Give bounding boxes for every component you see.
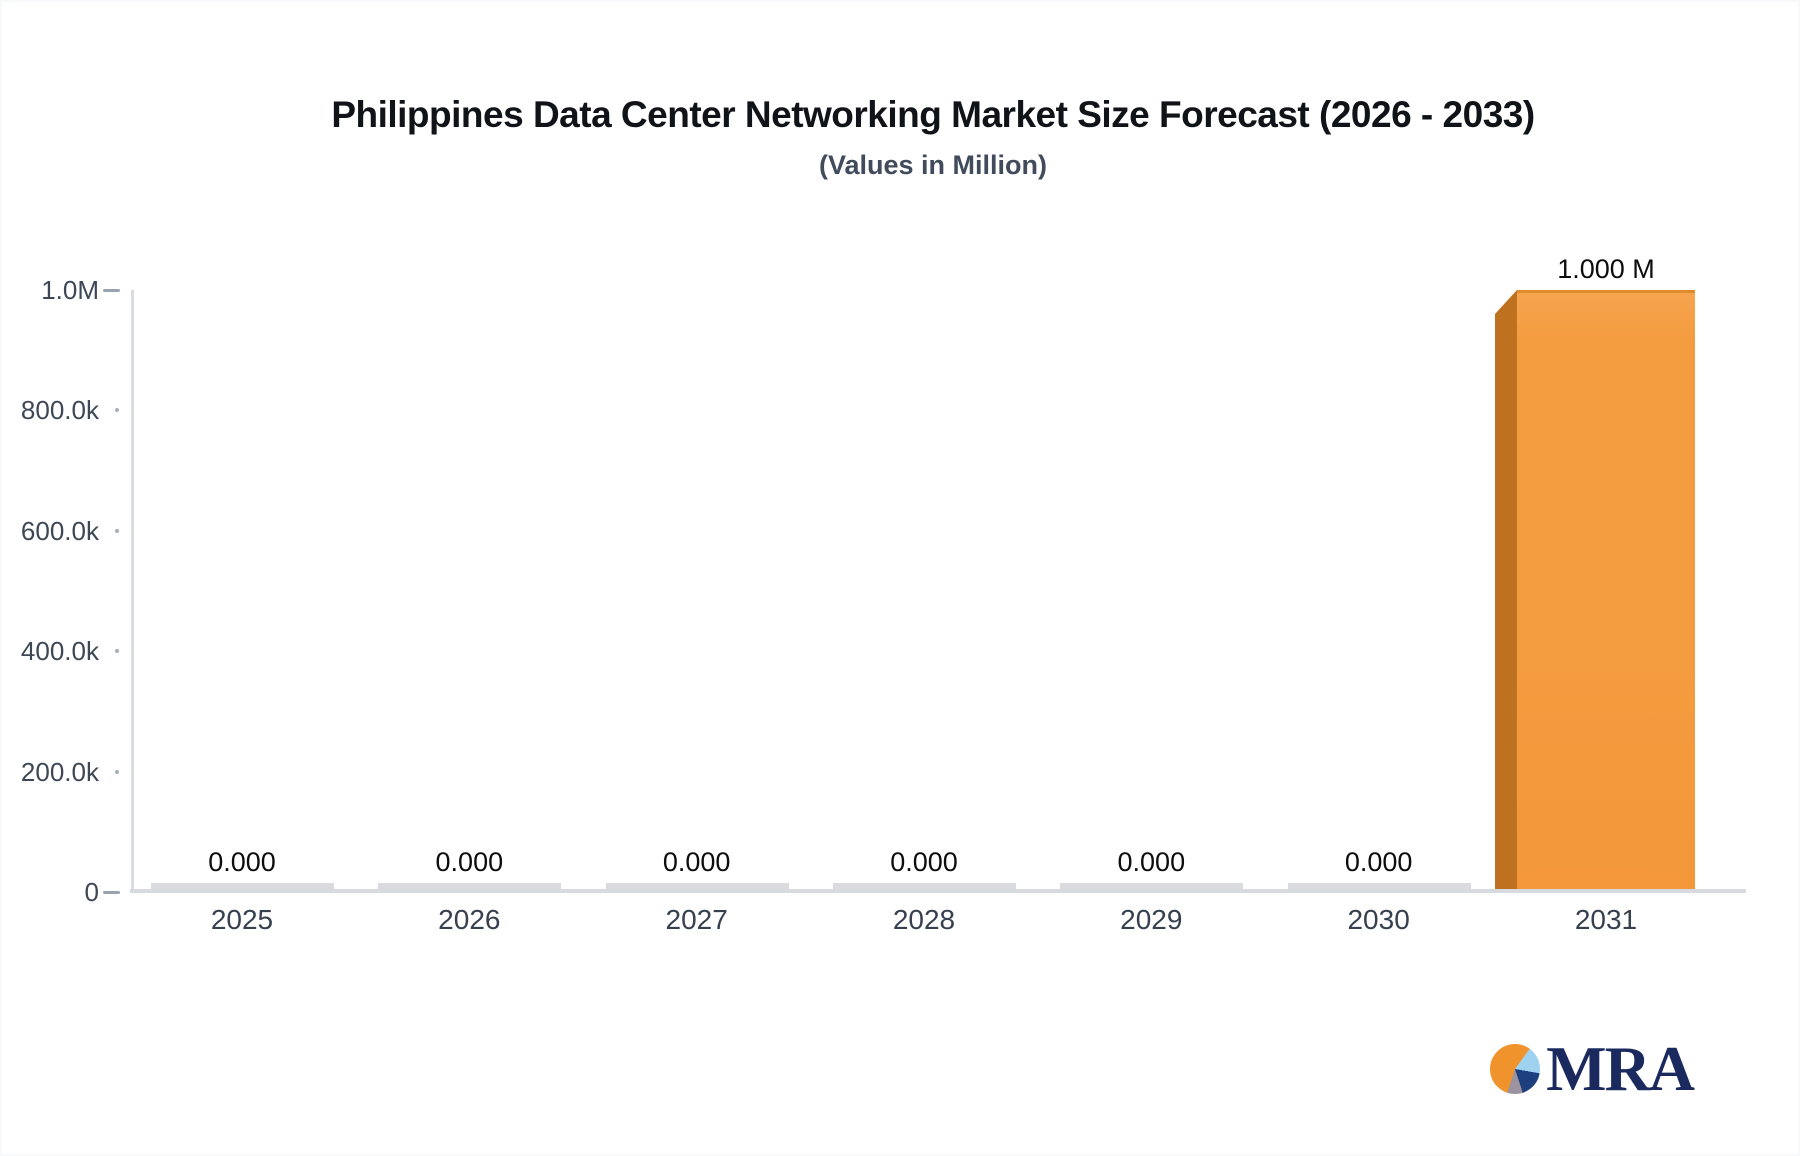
pie-chart-icon xyxy=(1490,1044,1541,1094)
x-axis-label-2029: 2029 xyxy=(1120,904,1183,935)
y-axis-tick xyxy=(115,408,119,413)
bar-value-label: 0.000 xyxy=(1344,847,1413,877)
bar-2025[interactable] xyxy=(151,883,334,889)
bar-value-label: 1.000 M xyxy=(1557,254,1655,284)
bar-value-label: 0.000 xyxy=(208,847,276,877)
bar-2030[interactable] xyxy=(1287,883,1471,889)
bar-2027[interactable] xyxy=(605,883,789,889)
y-axis-label: 600.0k xyxy=(20,515,99,546)
y-axis-label: 800.0k xyxy=(20,395,99,426)
bar-2031[interactable] xyxy=(1494,290,1695,889)
bar-value-label: 0.000 xyxy=(662,847,731,877)
bar-2026[interactable] xyxy=(378,883,562,889)
y-axis-label: 0 xyxy=(84,877,99,907)
mra-logo: MRA xyxy=(1490,1033,1695,1104)
x-axis-label-2030: 2030 xyxy=(1347,904,1410,935)
x-axis-label-2031: 2031 xyxy=(1574,904,1638,935)
x-axis-label-2027: 2027 xyxy=(665,904,728,935)
bar-2028[interactable] xyxy=(832,883,1016,889)
y-axis-tick xyxy=(115,769,119,774)
bar-3d-side xyxy=(1494,290,1517,889)
x-axis-label-2026: 2026 xyxy=(438,904,501,935)
y-axis-label: 1.0M xyxy=(41,275,99,305)
y-axis-tick xyxy=(115,528,119,533)
logo-text: MRA xyxy=(1546,1033,1695,1104)
y-axis-line xyxy=(131,290,134,893)
x-axis-label-2028: 2028 xyxy=(892,904,956,935)
y-axis-tick xyxy=(115,649,119,654)
bar-value-label: 0.000 xyxy=(1117,847,1186,877)
x-axis-label-2025: 2025 xyxy=(210,904,274,935)
y-axis-tick xyxy=(103,289,120,292)
bar-value-label: 0.000 xyxy=(435,847,504,877)
bar-2029[interactable] xyxy=(1060,883,1244,889)
chart-subtitle: (Values in Million) xyxy=(818,150,1048,180)
y-axis-label: 400.0k xyxy=(20,636,99,667)
y-axis-label: 200.0k xyxy=(20,756,99,787)
x-axis-line xyxy=(130,889,1746,893)
bar-3d-face xyxy=(1516,290,1695,889)
bar-value-label: 0.000 xyxy=(890,847,958,877)
chart-title: Philippines Data Center Networking Marke… xyxy=(331,94,1535,135)
y-axis-tick xyxy=(103,891,120,894)
